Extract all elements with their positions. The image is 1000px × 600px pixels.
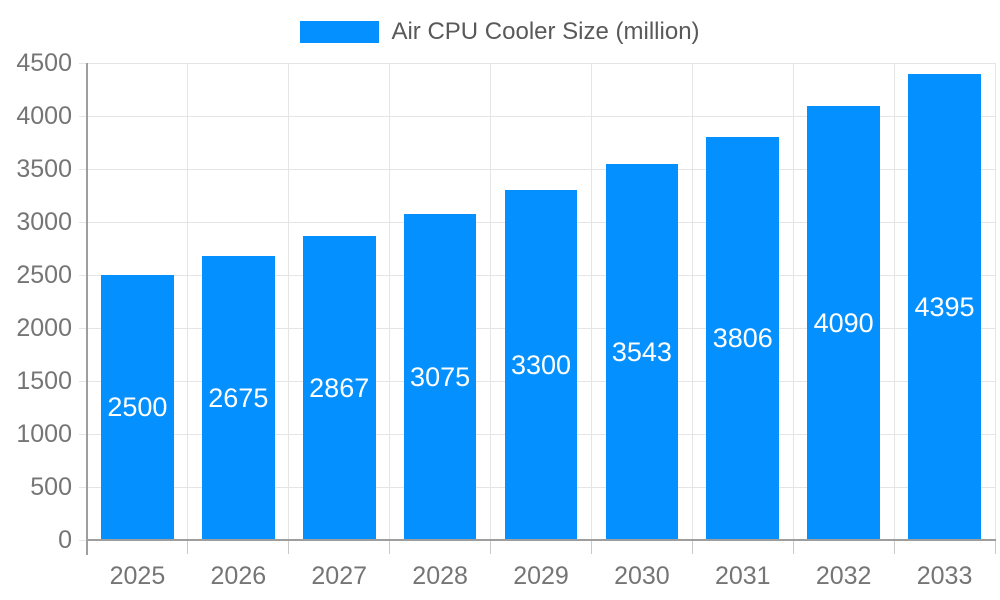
x-tick-label: 2031 bbox=[714, 562, 771, 590]
bar[interactable]: 3806 bbox=[706, 136, 780, 540]
x-gridline bbox=[187, 63, 189, 540]
x-tick-label: 2033 bbox=[916, 562, 973, 590]
x-tick-label: 2026 bbox=[210, 562, 267, 590]
bar[interactable]: 2867 bbox=[302, 236, 376, 540]
x-tick-label: 2028 bbox=[412, 562, 468, 590]
bar[interactable]: 2500 bbox=[101, 275, 174, 540]
legend-swatch-icon bbox=[300, 21, 380, 43]
x-axis-tick bbox=[893, 540, 895, 554]
bar[interactable]: 2675 bbox=[202, 256, 275, 540]
legend-label: Air CPU Cooler Size (million) bbox=[391, 18, 700, 45]
x-axis-tick bbox=[691, 540, 693, 554]
bar-value-label: 2867 bbox=[309, 372, 370, 403]
bar-value-label: 3543 bbox=[611, 336, 672, 367]
bar[interactable]: 4395 bbox=[908, 74, 981, 540]
x-axis-tick bbox=[590, 540, 592, 554]
y-tick-label: 2500 bbox=[16, 261, 72, 289]
x-gridline bbox=[994, 63, 996, 540]
bar-value-label: 3075 bbox=[410, 361, 471, 392]
bar[interactable]: 3075 bbox=[403, 214, 477, 540]
x-axis-tick bbox=[792, 540, 794, 554]
y-tick-label: 2000 bbox=[16, 314, 72, 342]
x-tick-label: 2032 bbox=[815, 562, 872, 590]
y-gridline bbox=[79, 62, 995, 64]
bar[interactable]: 3543 bbox=[605, 164, 679, 540]
x-gridline bbox=[590, 63, 592, 540]
bar[interactable]: 4090 bbox=[807, 106, 880, 540]
x-tick-label: 2029 bbox=[513, 562, 569, 590]
legend[interactable]: Air CPU Cooler Size (million) bbox=[0, 14, 1000, 50]
y-tick-label: 3500 bbox=[16, 155, 72, 183]
y-tick-label: 3000 bbox=[16, 208, 72, 236]
y-tick-label: 4500 bbox=[16, 49, 72, 77]
y-tick-label: 4000 bbox=[16, 102, 72, 130]
x-gridline bbox=[691, 63, 693, 540]
x-gridline bbox=[792, 63, 794, 540]
y-tick-label: 1000 bbox=[16, 420, 72, 448]
x-axis-line bbox=[86, 539, 996, 541]
y-tick-label: 0 bbox=[58, 526, 72, 554]
y-tick-label: 500 bbox=[30, 473, 72, 501]
x-gridline bbox=[893, 63, 895, 540]
bar-value-label: 4395 bbox=[914, 291, 975, 322]
bar-value-label: 4090 bbox=[813, 307, 874, 338]
y-gridline bbox=[79, 115, 995, 117]
x-gridline bbox=[389, 63, 391, 540]
bar-value-label: 2500 bbox=[107, 392, 168, 422]
x-tick-label: 2030 bbox=[614, 562, 670, 590]
x-axis-tick bbox=[994, 540, 996, 554]
x-tick-label: 2025 bbox=[109, 562, 166, 590]
y-gridline bbox=[79, 168, 995, 170]
x-axis-tick bbox=[389, 540, 391, 554]
y-tick-label: 1500 bbox=[16, 367, 72, 395]
bar[interactable]: 3300 bbox=[504, 190, 578, 540]
x-axis-tick bbox=[187, 540, 189, 554]
bar-value-label: 3806 bbox=[712, 322, 773, 353]
x-gridline bbox=[490, 63, 492, 540]
bar-value-label: 3300 bbox=[510, 349, 572, 380]
x-gridline bbox=[288, 63, 290, 540]
bar-value-label: 2675 bbox=[208, 382, 269, 413]
x-axis-tick bbox=[288, 540, 290, 554]
y-axis-line bbox=[86, 63, 88, 555]
x-tick-label: 2027 bbox=[311, 562, 368, 590]
x-axis-tick bbox=[490, 540, 492, 554]
